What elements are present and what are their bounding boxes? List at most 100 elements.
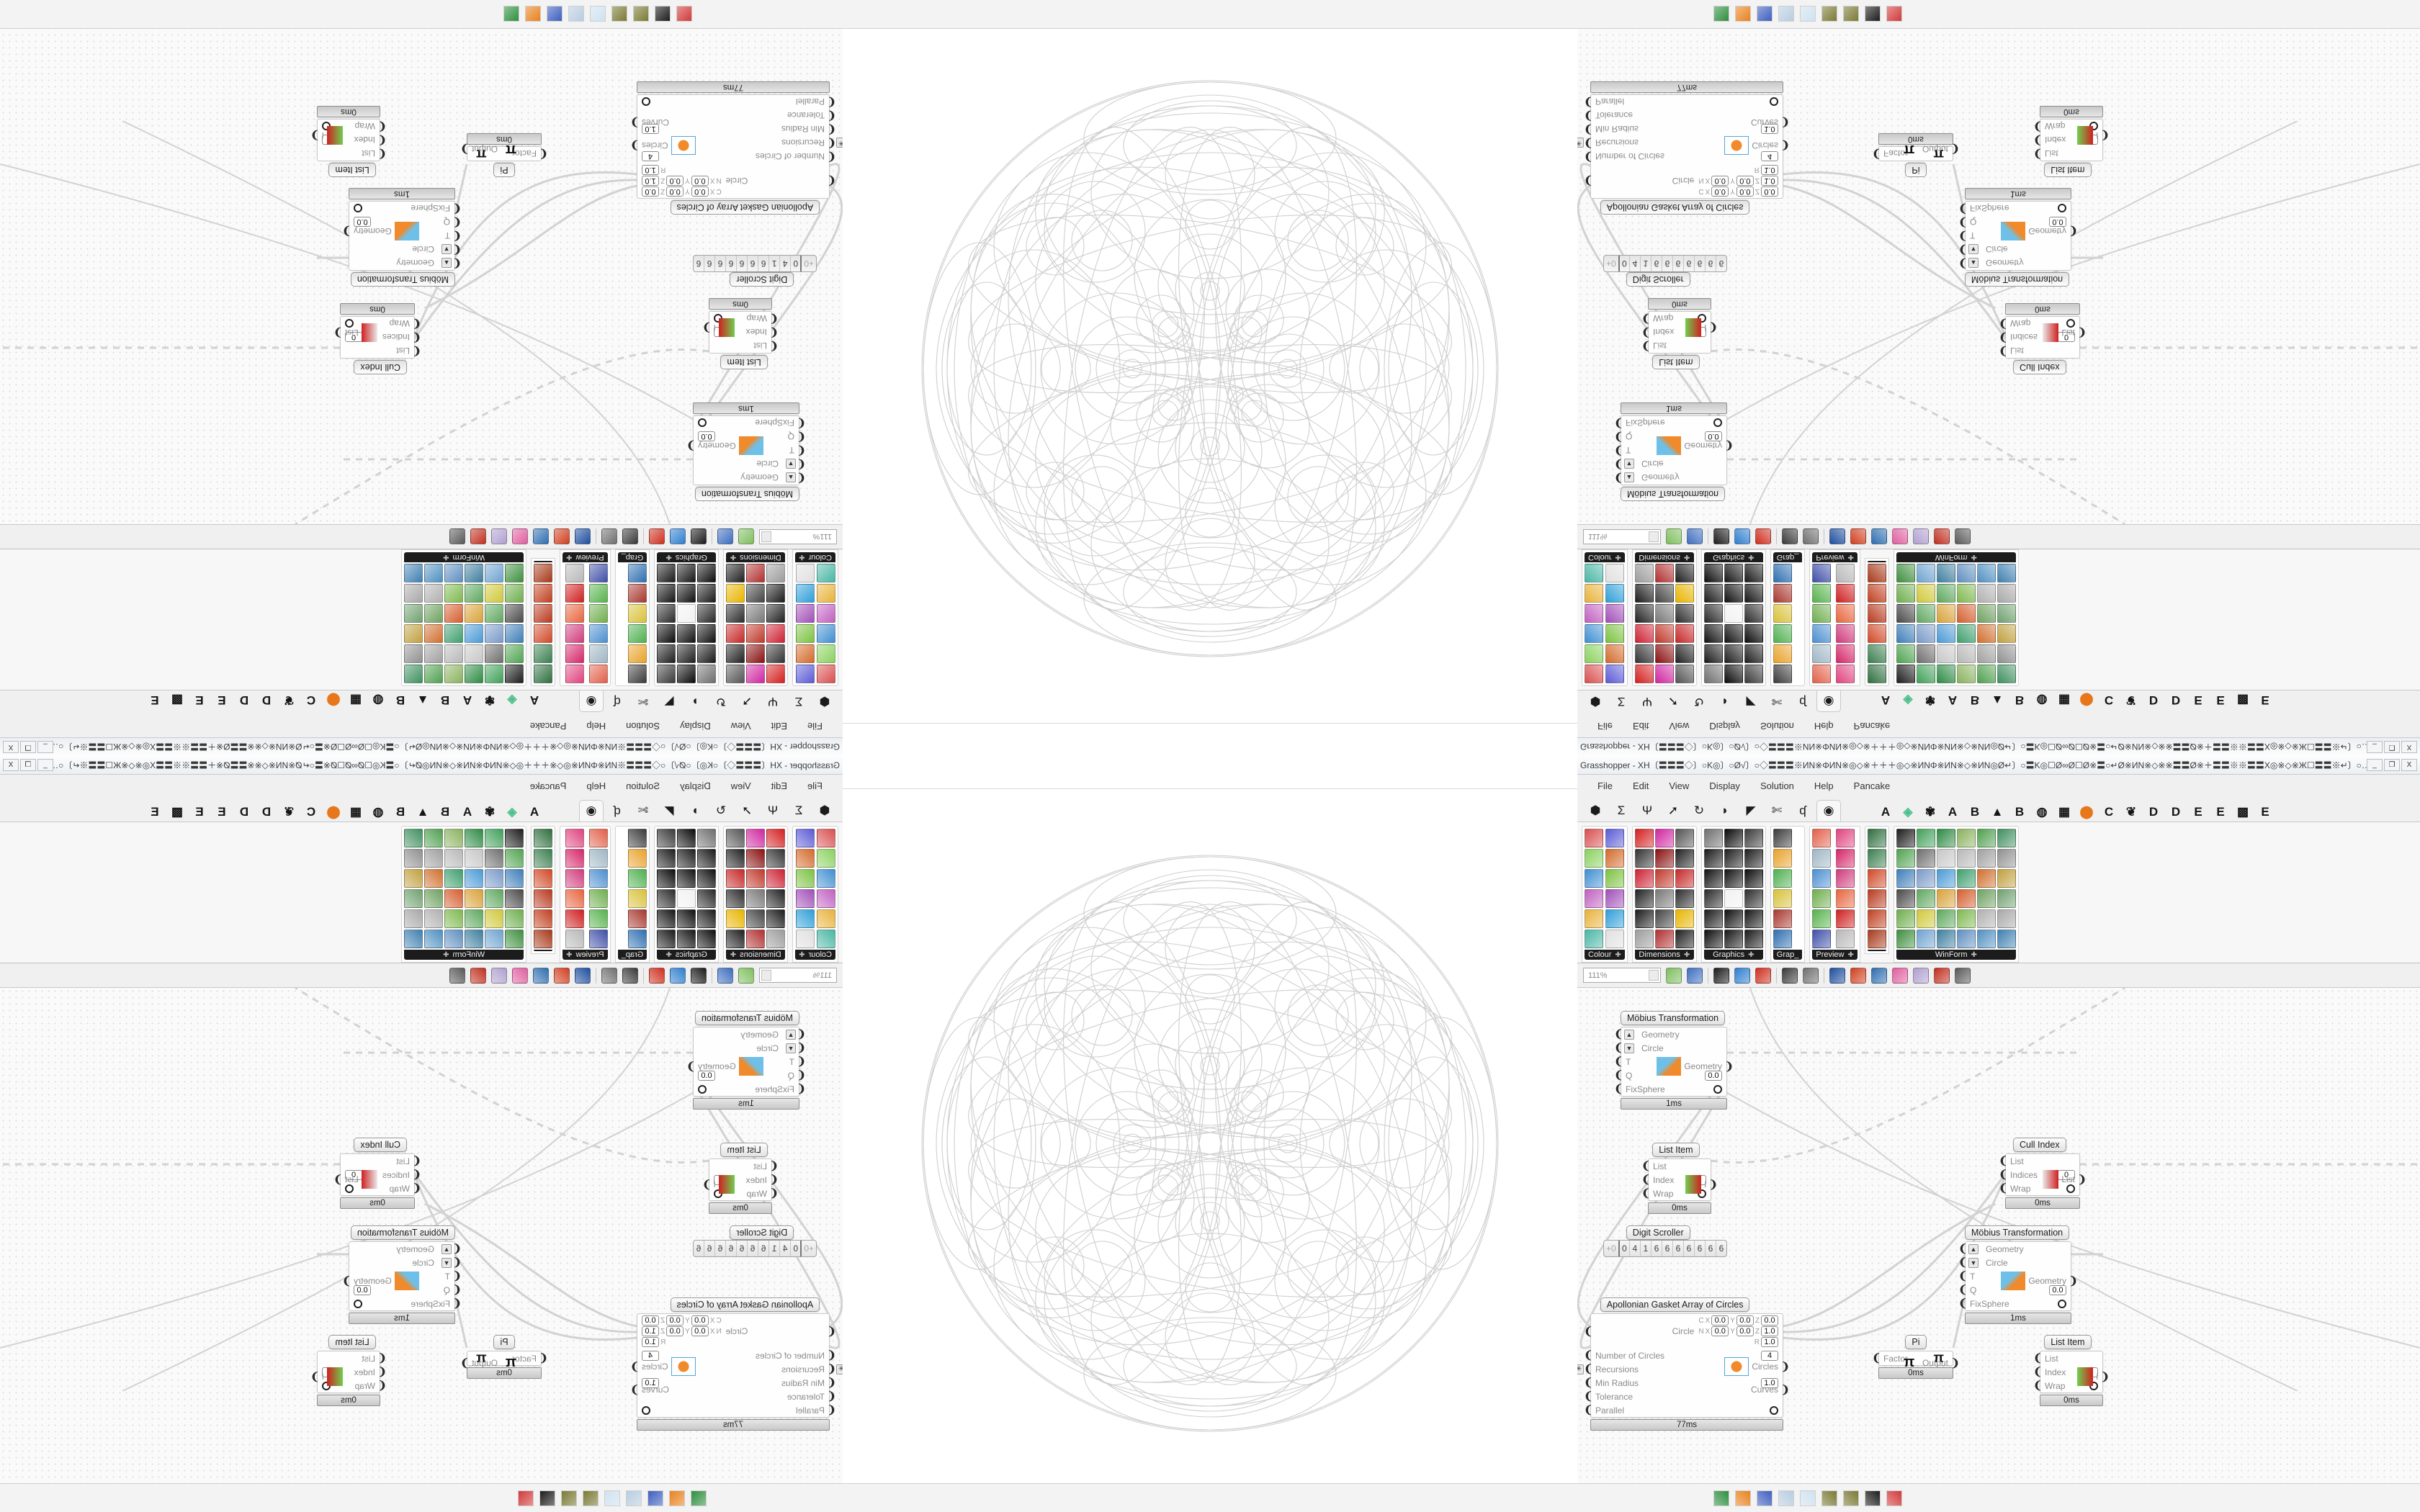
plane-row-0[interactable]: C X 0.0 Y 0.0 Z 0.0 <box>1698 1315 1778 1326</box>
input-pin-icon[interactable]: ❨ <box>797 1056 806 1068</box>
component-icon-1-17[interactable] <box>726 930 745 948</box>
component-icon-5-0[interactable] <box>1867 665 1886 683</box>
component-icon-6-35[interactable] <box>1996 564 2016 582</box>
input-pin-icon[interactable]: ❨ <box>377 1380 387 1392</box>
scroller-digit-1[interactable]: 4 <box>780 256 792 271</box>
scroller-digit-6[interactable]: 6 <box>726 1241 738 1256</box>
scroller-digit-5[interactable]: 6 <box>737 256 748 271</box>
component-icon-0-4[interactable] <box>817 909 835 928</box>
component-icon-2-12[interactable] <box>1744 829 1763 847</box>
palette-expand-icon[interactable]: ✚ <box>1748 553 1754 562</box>
arrow-down-icon[interactable]: ▼ <box>1624 459 1634 469</box>
component-icon-1-16[interactable] <box>1675 584 1694 603</box>
component-title[interactable]: List Item <box>1652 355 1700 369</box>
scroller-digit-3[interactable]: 6 <box>758 256 770 271</box>
input-pin-icon[interactable]: ❨ <box>827 1325 836 1338</box>
component-icon-2-17[interactable] <box>1744 930 1763 948</box>
palette-group-grap[interactable]: Grap_ <box>614 549 650 686</box>
component-icon-6-34[interactable] <box>1996 909 2016 928</box>
palette-group-label[interactable]: Dimensions ✚ <box>1634 552 1694 562</box>
component-icon-6-5[interactable] <box>1896 930 1915 948</box>
param-row[interactable]: ❨ ▼ Circle <box>694 1041 806 1055</box>
component-icon-5-5[interactable] <box>1867 930 1886 948</box>
palette-group-label[interactable]: Dimensions ✚ <box>726 552 786 562</box>
open-file-icon[interactable] <box>1666 967 1682 984</box>
component-icon-6-24[interactable] <box>424 665 444 683</box>
component-icon-6-14[interactable] <box>465 624 484 643</box>
param-row[interactable]: ❨ List <box>1999 344 2079 358</box>
component-icon-1-13[interactable] <box>1675 644 1694 663</box>
input-pin-icon[interactable]: ❨ <box>797 417 806 429</box>
palette-group-graphics[interactable]: Graphics ✚ <box>1700 826 1766 963</box>
param-row[interactable]: ❨ List <box>709 339 779 353</box>
component-icon-2-14[interactable] <box>1744 869 1763 888</box>
menubar[interactable]: File Edit View Display Solution Help Pan… <box>0 716 843 737</box>
component-icon-1-5[interactable] <box>1634 930 1654 948</box>
plane-value-input[interactable]: 1.0 <box>642 1326 659 1336</box>
viewport-canvas[interactable] <box>843 0 1210 723</box>
boolean-toggle[interactable] <box>2058 1299 2066 1308</box>
component-icon-0-4[interactable] <box>817 584 835 603</box>
palette-icon-grid[interactable] <box>1634 829 1694 948</box>
palette-icon-grid[interactable] <box>534 564 553 683</box>
output-pin-icon[interactable]: ❩ <box>460 143 470 155</box>
menu-solution[interactable]: Solution <box>1760 780 1794 791</box>
component-icon-4-6[interactable] <box>565 829 585 847</box>
component-title[interactable]: Pi <box>1905 1335 1927 1349</box>
component-icon-6-21[interactable] <box>1956 889 1976 908</box>
plugin-tab-2[interactable]: ✾ <box>1924 693 1936 707</box>
chevron-down-icon[interactable] <box>1649 970 1659 981</box>
palette-group-label[interactable]: WinForm ✚ <box>404 552 524 562</box>
component-icon-2-2[interactable] <box>697 869 717 888</box>
component-icon-5-1[interactable] <box>1867 849 1886 868</box>
plane-value-input[interactable]: 0.0 <box>642 186 659 197</box>
plane-row-1[interactable]: Circle N X 0.0 Y 0.0 Z 1.0 <box>1672 176 1778 186</box>
input-pin-icon[interactable]: ❨ <box>827 109 836 122</box>
input-pin-icon[interactable]: ❨ <box>797 1083 806 1095</box>
input-pin-icon[interactable]: ❨ <box>1958 243 1968 256</box>
component-icon-2-14[interactable] <box>657 624 676 643</box>
component-icon-6-22[interactable] <box>1956 909 1976 928</box>
output-row[interactable]: i ❩ <box>310 1367 343 1386</box>
olive-app-icon[interactable] <box>633 6 649 22</box>
scroller-digit-0[interactable]: 0 <box>1618 256 1629 271</box>
widgets-icon[interactable] <box>554 967 570 984</box>
palette-group-label[interactable]: WinForm ✚ <box>1896 950 2016 960</box>
component-icon-1-0[interactable] <box>1634 829 1654 847</box>
intersect-tab[interactable]: ✄ <box>637 804 649 817</box>
notepad-icon[interactable] <box>604 1490 620 1506</box>
component-icon-2-15[interactable] <box>657 604 676 623</box>
maximize-button[interactable]: ❐ <box>20 741 36 753</box>
plugin-tab-8[interactable]: ▦ <box>2058 693 2071 707</box>
scroller-digit-2[interactable]: 1 <box>769 1241 781 1256</box>
component-icon-6-4[interactable] <box>505 584 524 603</box>
palette-group-label[interactable]: Dimensions ✚ <box>1634 950 1694 960</box>
plane-value-input[interactable]: 0.0 <box>691 1326 709 1336</box>
component-icon-6-27[interactable] <box>1976 889 1996 908</box>
gh-component-apollonian-1[interactable]: Apollonian Gasket Array of Circles ❨ C X 0.0… <box>630 81 843 215</box>
component-icon-0-3[interactable] <box>817 604 835 623</box>
grasshopper-pane[interactable]: Grasshopper - XH〔〓〓〓◇〕○K◎〕○Ø√〕○◇〓〓〓※ИΝ※Φ… <box>1577 0 2420 756</box>
component-icon-4-5[interactable] <box>588 930 608 948</box>
palette-icon-grid[interactable] <box>1585 829 1625 948</box>
palette-group-label[interactable]: Preview ✚ <box>563 552 608 562</box>
digit-scroller[interactable]: +0 0 4 1 6 6 6 6 6 6 6 <box>1603 255 1727 272</box>
menu-solution[interactable]: Solution <box>626 780 660 791</box>
component-icon-6-1[interactable] <box>1896 644 1915 663</box>
output-row[interactable]: i ❩ <box>1685 1175 1718 1194</box>
component-icon-1-10[interactable] <box>746 584 766 603</box>
component-body[interactable]: ❨ List ❨ Indices 0 ❨ Wrap List ❩ <box>333 1153 421 1196</box>
param-value-input[interactable]: 4 <box>1761 1350 1778 1361</box>
palette-group-label[interactable]: Colour ✚ <box>795 950 835 960</box>
component-icon-6-13[interactable] <box>1936 849 1955 868</box>
component-icon-4-7[interactable] <box>565 849 585 868</box>
arrow-down-icon[interactable]: ▼ <box>1624 1043 1634 1053</box>
gh-component-mobius-2[interactable]: Möbius Transformation ❨ ▲ Geometry ❨ ▼ Circle ❨… <box>1958 1225 2078 1324</box>
palette-group-winform[interactable]: WinForm ✚ <box>401 826 527 963</box>
input-pin-icon[interactable]: ❨ <box>827 1363 836 1375</box>
component-icon-1-2[interactable] <box>766 624 786 643</box>
component-icon-2-17[interactable] <box>657 930 676 948</box>
component-icon-6-32[interactable] <box>404 869 424 888</box>
component-icon-1-8[interactable] <box>1654 624 1674 643</box>
